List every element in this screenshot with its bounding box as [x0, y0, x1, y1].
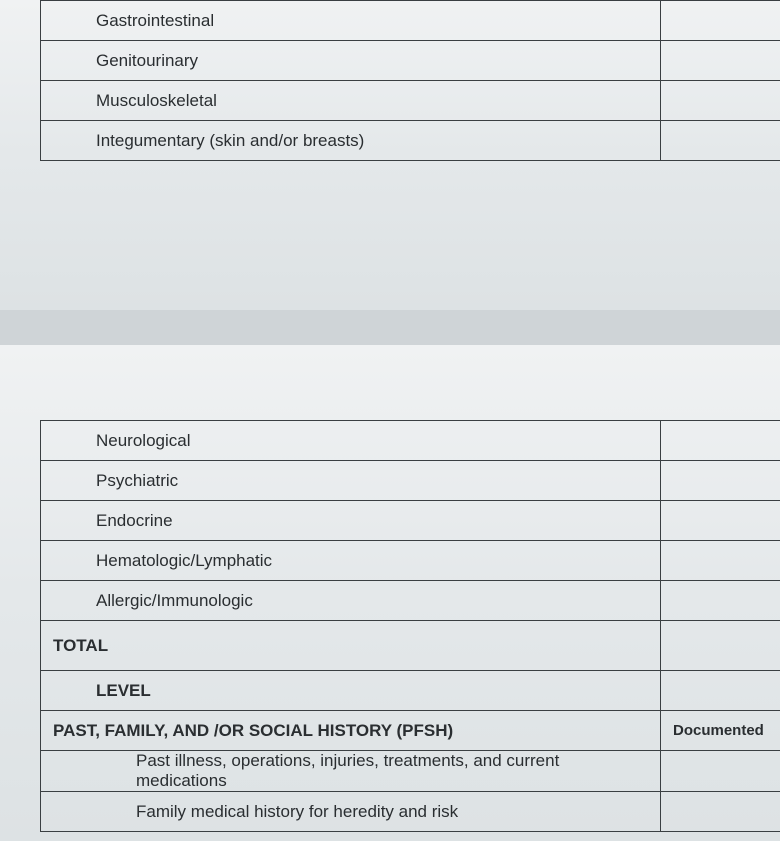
row-label: Family medical history for heredity and …	[41, 792, 661, 832]
row-value	[661, 621, 780, 671]
row-label: Gastrointestinal	[41, 1, 661, 41]
table-row: Musculoskeletal	[41, 81, 780, 121]
row-label: Past illness, operations, injuries, trea…	[41, 751, 661, 792]
row-label: Neurological	[41, 421, 661, 461]
row-value	[661, 501, 780, 541]
page-section-bottom: Neurological Psychiatric Endocrine Hemat…	[0, 345, 780, 841]
row-label: Psychiatric	[41, 461, 661, 501]
table-row: Genitourinary	[41, 41, 780, 81]
row-label: Musculoskeletal	[41, 81, 661, 121]
page-section-top: Gastrointestinal Genitourinary Musculosk…	[0, 0, 780, 310]
table-row: Allergic/Immunologic	[41, 581, 780, 621]
row-value	[661, 541, 780, 581]
row-value	[661, 81, 780, 121]
table-row-pfsh-header: PAST, FAMILY, AND /OR SOCIAL HISTORY (PF…	[41, 711, 780, 751]
row-label: Hematologic/Lymphatic	[41, 541, 661, 581]
row-value	[661, 581, 780, 621]
row-label: PAST, FAMILY, AND /OR SOCIAL HISTORY (PF…	[41, 711, 661, 751]
systems-table-top: Gastrointestinal Genitourinary Musculosk…	[40, 0, 780, 161]
row-label: Endocrine	[41, 501, 661, 541]
systems-table-bottom: Neurological Psychiatric Endocrine Hemat…	[40, 420, 780, 832]
row-label: Genitourinary	[41, 41, 661, 81]
page-break	[0, 310, 780, 345]
row-value	[661, 792, 780, 832]
table-row-total: TOTAL	[41, 621, 780, 671]
table-row-level: LEVEL	[41, 671, 780, 711]
row-value	[661, 421, 780, 461]
table-row: Family medical history for heredity and …	[41, 792, 780, 832]
row-value	[661, 751, 780, 792]
row-value	[661, 1, 780, 41]
row-label: Allergic/Immunologic	[41, 581, 661, 621]
row-value	[661, 41, 780, 81]
table-row: Gastrointestinal	[41, 1, 780, 41]
table-row: Neurological	[41, 421, 780, 461]
row-label: Integumentary (skin and/or breasts)	[41, 121, 661, 161]
row-label: LEVEL	[41, 671, 661, 711]
table-row: Hematologic/Lymphatic	[41, 541, 780, 581]
row-label: TOTAL	[41, 621, 661, 671]
table-row: Endocrine	[41, 501, 780, 541]
column-header-documented: Documented	[661, 711, 780, 751]
row-value	[661, 461, 780, 501]
row-value	[661, 121, 780, 161]
table-row: Integumentary (skin and/or breasts)	[41, 121, 780, 161]
row-value	[661, 671, 780, 711]
table-row: Psychiatric	[41, 461, 780, 501]
table-row: Past illness, operations, injuries, trea…	[41, 751, 780, 792]
